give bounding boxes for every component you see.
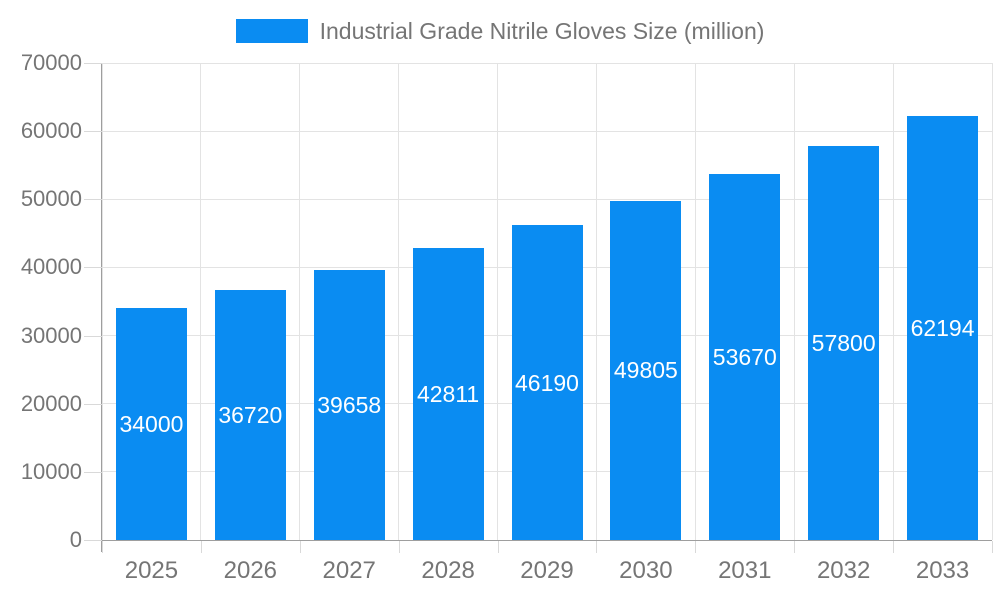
bar-value-label: 46190 [515, 369, 579, 396]
v-gridline [892, 63, 894, 540]
y-tick [84, 540, 102, 541]
bar-2027 [313, 269, 385, 540]
v-gridline [299, 63, 301, 540]
x-tick [497, 541, 499, 553]
x-axis-label: 2026 [223, 557, 278, 584]
bar-value-label: 42811 [416, 381, 480, 408]
v-gridline [101, 63, 103, 540]
x-tick [992, 541, 993, 553]
bar-2025 [115, 308, 187, 540]
x-axis-label: 2028 [421, 557, 475, 584]
h-gridline [102, 130, 992, 132]
x-tick [794, 541, 796, 553]
legend-label: Industrial Grade Nitrile Gloves Size (mi… [319, 17, 765, 44]
bar-value-label: 34000 [119, 411, 184, 438]
x-axis-label: 2031 [718, 557, 772, 584]
bar-2030 [610, 200, 682, 540]
v-gridline [595, 63, 597, 540]
y-tick [84, 403, 102, 405]
legend: Industrial Grade Nitrile Gloves Size (mi… [0, 18, 1000, 44]
x-axis-label: 2027 [322, 557, 376, 584]
bar-value-label: 39658 [317, 391, 382, 418]
x-axis-line [101, 540, 992, 541]
y-axis-label: 70000 [20, 50, 82, 75]
y-axis-label: 40000 [20, 254, 82, 280]
v-gridline [793, 63, 795, 540]
x-tick [893, 541, 895, 553]
y-axis-line [101, 63, 102, 552]
x-tick [596, 541, 598, 553]
bar-2033 [907, 116, 979, 540]
bar-value-label: 57800 [811, 330, 876, 357]
h-gridline [102, 198, 992, 200]
bar-value-label: 53670 [712, 344, 777, 371]
bar-2032 [808, 146, 880, 540]
y-tick [84, 267, 102, 269]
y-axis-label: 10000 [20, 458, 82, 484]
y-axis-label: 60000 [20, 118, 82, 144]
y-tick [84, 63, 102, 64]
y-axis-label: 20000 [20, 390, 82, 416]
bar-2026 [214, 289, 286, 540]
bar-value-label: 49805 [613, 357, 678, 384]
x-axis-label: 2025 [124, 557, 179, 584]
y-axis-label: 30000 [20, 322, 82, 348]
bar-2029 [511, 225, 583, 540]
v-gridline [497, 63, 499, 540]
legend-swatch [235, 19, 308, 43]
x-tick [200, 541, 202, 553]
x-axis-label: 2030 [619, 557, 673, 584]
v-gridline [200, 63, 202, 540]
x-tick [695, 541, 697, 553]
v-gridline [991, 63, 993, 540]
y-tick [84, 131, 102, 133]
x-tick [102, 541, 103, 553]
x-tick [299, 541, 301, 553]
h-gridline [102, 62, 992, 64]
bar-2031 [709, 174, 781, 540]
x-axis-label: 2029 [520, 557, 574, 584]
bar-value-label: 36720 [218, 401, 283, 428]
v-gridline [398, 63, 400, 540]
y-tick [84, 335, 102, 337]
y-axis-label: 50000 [20, 186, 82, 212]
y-axis-label: 0 [69, 527, 82, 552]
plot-area: 34000 36720 39658 42811 46190 49805 53670 57800… [101, 62, 993, 540]
v-gridline [694, 63, 696, 540]
x-tick [398, 541, 400, 553]
y-tick [84, 471, 102, 473]
x-axis-label: 2033 [915, 557, 970, 584]
x-axis-label: 2032 [816, 557, 871, 584]
bar-2028 [412, 248, 484, 540]
y-tick [84, 199, 102, 201]
bar-value-label: 62194 [910, 315, 975, 342]
